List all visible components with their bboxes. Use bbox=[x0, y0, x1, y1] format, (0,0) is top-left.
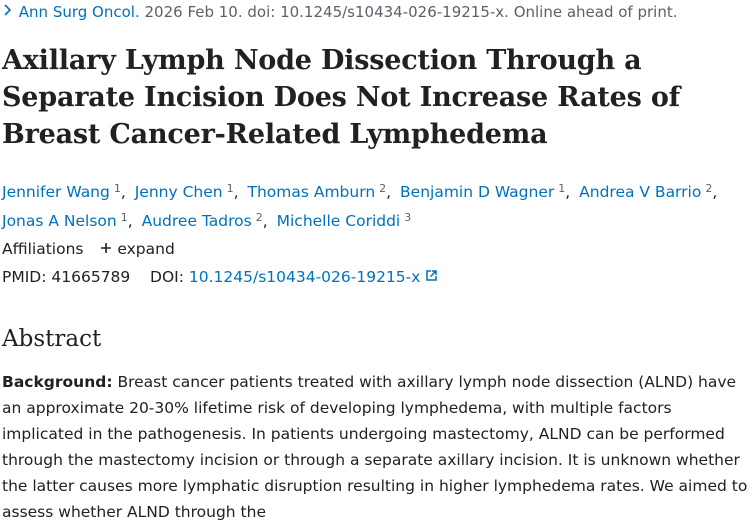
identifiers: PMID: 41665789 DOI: 10.1245/s10434-026-1… bbox=[2, 268, 438, 286]
plus-icon bbox=[101, 243, 112, 253]
affiliation-number[interactable]: 1 bbox=[226, 182, 234, 195]
external-link-icon bbox=[426, 270, 438, 281]
pmid-label: PMID: bbox=[2, 268, 47, 286]
affiliation-number[interactable]: 1 bbox=[120, 211, 128, 224]
page: Ann Surg Oncol. 2026 Feb 10. doi: 10.124… bbox=[2, 3, 748, 521]
background-text: Breast cancer patients treated with axil… bbox=[2, 373, 748, 521]
author: Jenny Chen 1, bbox=[134, 182, 239, 201]
affiliation-number[interactable]: 3 bbox=[404, 211, 412, 224]
affiliation-number[interactable]: 2 bbox=[705, 182, 713, 195]
author-name[interactable]: Jenny Chen bbox=[134, 183, 223, 201]
expand-label[interactable]: expand bbox=[117, 240, 175, 258]
article-title: Axillary Lymph Node Dissection Through a… bbox=[2, 45, 681, 150]
doi-link[interactable]: 10.1245/s10434-026-19215-x bbox=[188, 268, 421, 286]
author: Jennifer Wang 1, bbox=[2, 182, 126, 201]
background-label: Background: bbox=[2, 373, 113, 391]
affiliations-label: Affiliations bbox=[2, 240, 84, 258]
author-delimiter: , bbox=[262, 212, 268, 230]
author: Jonas A Nelson 1, bbox=[2, 211, 133, 230]
author: Benjamin D Wagner 1, bbox=[400, 182, 571, 201]
journal-link[interactable]: Ann Surg Oncol. bbox=[18, 3, 140, 21]
affiliation-number[interactable]: 1 bbox=[113, 182, 121, 195]
author-delimiter: , bbox=[127, 212, 133, 230]
author-delimiter: , bbox=[233, 183, 239, 201]
citation-details: 2026 Feb 10. doi: 10.1245/s10434-026-192… bbox=[144, 3, 678, 21]
author-name[interactable]: Audree Tadros bbox=[141, 212, 252, 230]
chevron-icon bbox=[4, 4, 12, 16]
author-name[interactable]: Jonas A Nelson bbox=[2, 212, 117, 230]
author: Andrea V Barrio 2, bbox=[579, 182, 718, 201]
author: Thomas Amburn 2, bbox=[247, 182, 392, 201]
author-delimiter: , bbox=[120, 183, 126, 201]
abstract-paragraph: Background: Breast cancer patients treat… bbox=[2, 369, 750, 525]
affiliation-number[interactable]: 2 bbox=[379, 182, 387, 195]
author-name[interactable]: Jennifer Wang bbox=[2, 183, 110, 201]
affiliation-number[interactable]: 1 bbox=[558, 182, 566, 195]
author: Audree Tadros 2, bbox=[141, 211, 268, 230]
expand-toggle[interactable]: expand bbox=[100, 240, 175, 258]
abstract-heading: Abstract bbox=[2, 326, 102, 352]
author-delimiter: , bbox=[565, 183, 571, 201]
author: Michelle Coriddi 3 bbox=[276, 211, 412, 230]
citation: Ann Surg Oncol. 2026 Feb 10. doi: 10.124… bbox=[2, 3, 678, 21]
author-name[interactable]: Andrea V Barrio bbox=[579, 183, 702, 201]
author-name[interactable]: Michelle Coriddi bbox=[276, 212, 401, 230]
author-delimiter: , bbox=[712, 183, 718, 201]
author-name[interactable]: Benjamin D Wagner bbox=[400, 183, 555, 201]
doi-label: DOI: bbox=[150, 268, 184, 286]
pmid: 41665789 bbox=[51, 268, 131, 286]
author-delimiter: , bbox=[386, 183, 392, 201]
affiliations: Affiliations expand bbox=[2, 240, 175, 258]
author-list: Jennifer Wang 1, Jenny Chen 1, Thomas Ambu… bbox=[2, 176, 747, 234]
author-name[interactable]: Thomas Amburn bbox=[247, 183, 376, 201]
affiliation-number[interactable]: 2 bbox=[255, 211, 263, 224]
